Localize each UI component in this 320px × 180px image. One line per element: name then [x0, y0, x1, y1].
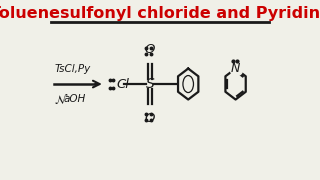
Text: O: O: [145, 112, 155, 125]
Text: TsCl,Py: TsCl,Py: [55, 64, 91, 74]
Text: N: N: [231, 62, 240, 75]
Text: $\mathcal{N}$: $\mathcal{N}$: [53, 94, 68, 107]
Text: S: S: [146, 77, 154, 91]
Text: Cl: Cl: [116, 78, 129, 91]
Text: Toluenesulfonyl chloride and Pyridine: Toluenesulfonyl chloride and Pyridine: [0, 6, 320, 21]
Text: O: O: [145, 43, 155, 56]
Text: aOH: aOH: [63, 94, 86, 104]
